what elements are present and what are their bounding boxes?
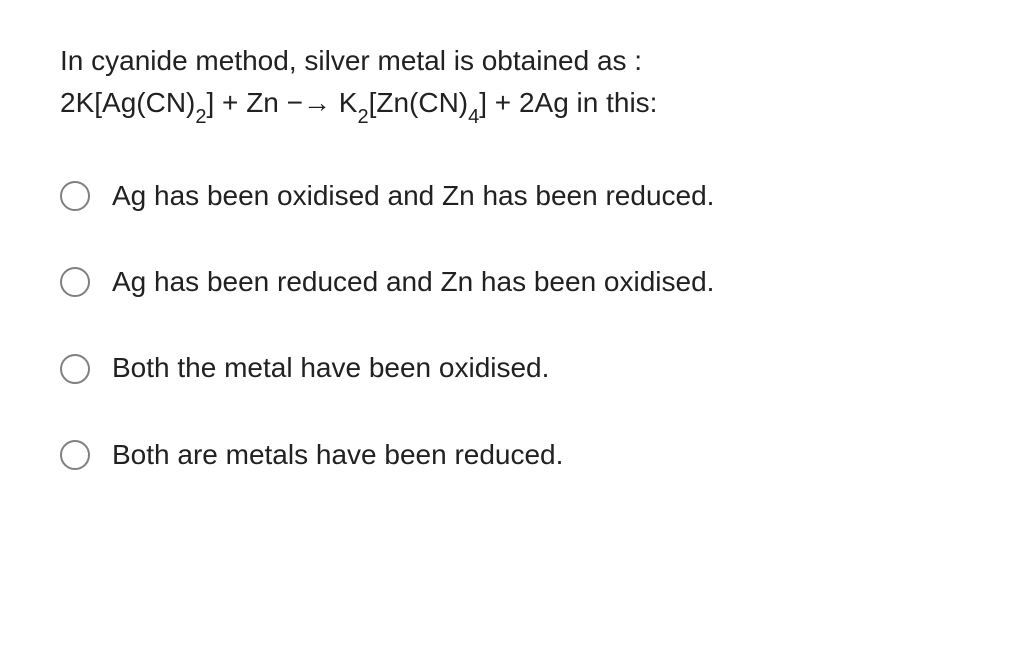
option-4[interactable]: Both are metals have been reduced.: [60, 437, 964, 473]
radio-icon: [60, 181, 90, 211]
option-1-text: Ag has been oxidised and Zn has been red…: [112, 178, 714, 214]
radio-icon: [60, 267, 90, 297]
options-container: Ag has been oxidised and Zn has been red…: [60, 178, 964, 474]
radio-icon: [60, 440, 90, 470]
equation-sub1: 2: [195, 106, 206, 128]
equation-mid2: [Zn(CN): [369, 87, 469, 118]
question-text: In cyanide method, silver metal is obtai…: [60, 40, 964, 128]
option-3[interactable]: Both the metal have been oxidised.: [60, 350, 964, 386]
option-4-text: Both are metals have been reduced.: [112, 437, 563, 473]
equation-mid1: ] + Zn −→ K: [207, 87, 358, 118]
radio-icon: [60, 354, 90, 384]
option-2-text: Ag has been reduced and Zn has been oxid…: [112, 264, 714, 300]
equation-sub3: 4: [468, 106, 479, 128]
option-1[interactable]: Ag has been oxidised and Zn has been red…: [60, 178, 964, 214]
equation-sub2: 2: [357, 106, 368, 128]
equation-suffix: ] + 2Ag in this:: [479, 87, 657, 118]
option-3-text: Both the metal have been oxidised.: [112, 350, 549, 386]
question-line1: In cyanide method, silver metal is obtai…: [60, 45, 642, 76]
option-2[interactable]: Ag has been reduced and Zn has been oxid…: [60, 264, 964, 300]
equation-prefix: 2K[Ag(CN): [60, 87, 195, 118]
